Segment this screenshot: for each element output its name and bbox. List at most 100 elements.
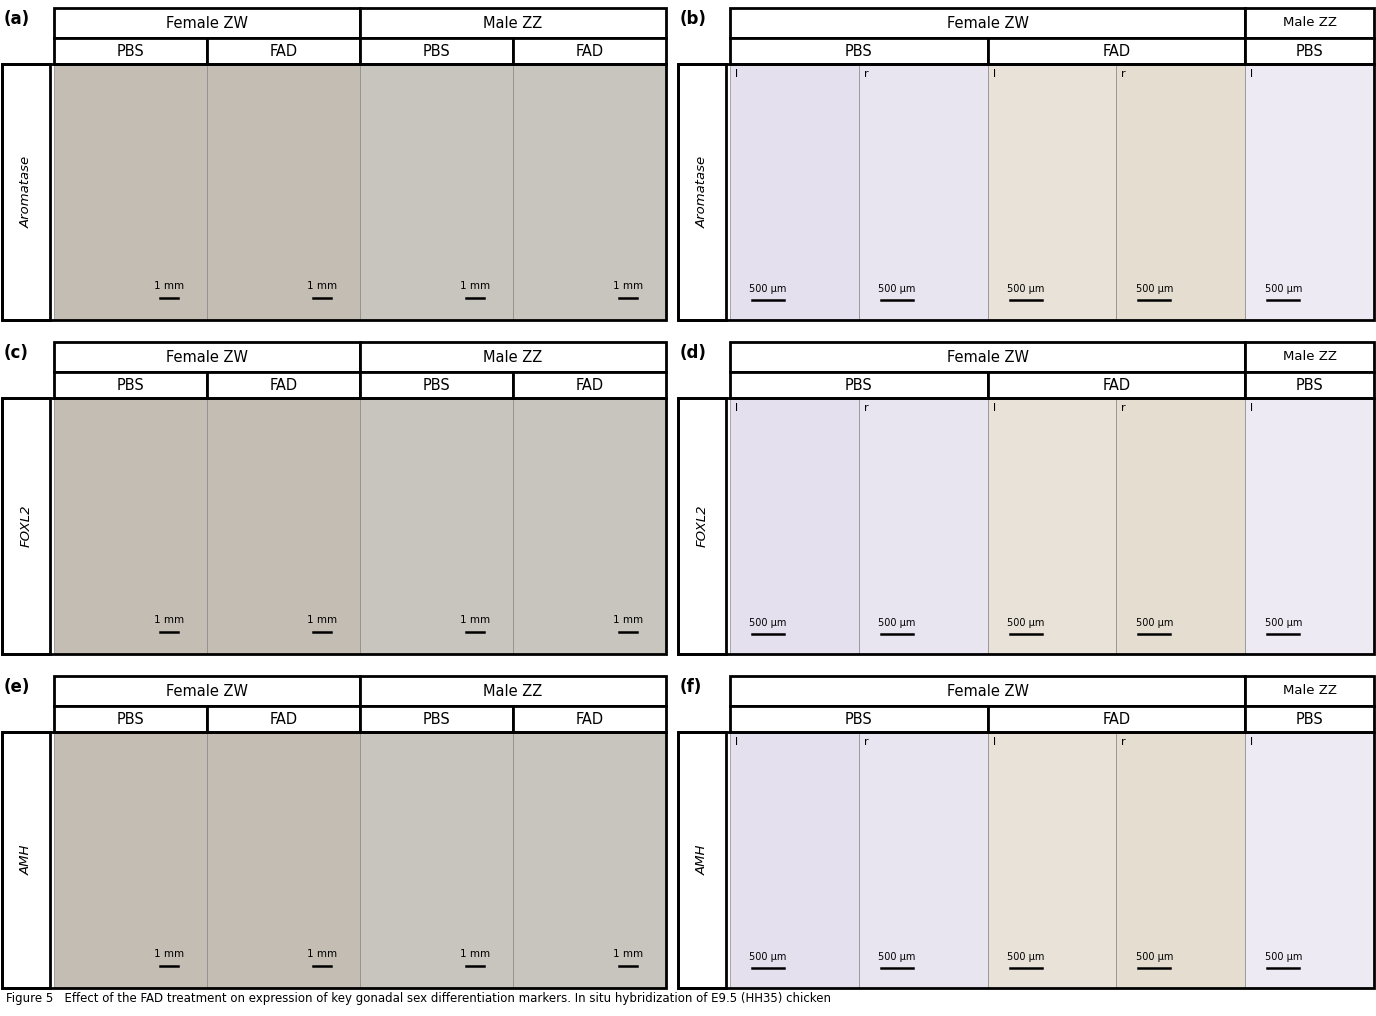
Bar [1,64,50,320]
Text: Male ZZ: Male ZZ [1282,351,1336,364]
Bar [54,64,206,320]
Bar [1245,398,1375,654]
Bar [513,372,666,398]
Bar [859,64,988,320]
Bar [678,64,727,320]
Text: 1 mm: 1 mm [460,281,490,291]
Bar [988,706,1245,732]
Text: AMH: AMH [19,844,33,875]
Text: l: l [992,403,996,412]
Text: 500 μm: 500 μm [1265,952,1302,962]
Text: 500 μm: 500 μm [750,284,787,294]
Text: Female ZW: Female ZW [166,15,248,30]
Bar [513,398,666,654]
Text: FAD: FAD [270,711,297,726]
Text: r: r [1121,403,1126,412]
Bar [54,38,206,64]
Text: (a): (a) [4,10,30,28]
Text: 500 μm: 500 μm [1007,618,1044,628]
Bar [54,732,206,988]
Text: Aromatase: Aromatase [695,155,709,228]
Bar [1,732,666,988]
Text: AMH: AMH [695,844,709,875]
Text: 500 μm: 500 μm [878,618,915,628]
Text: 500 μm: 500 μm [1265,618,1302,628]
Text: PBS: PBS [422,711,450,726]
Bar [1245,732,1375,988]
Bar [1245,38,1375,64]
Text: 500 μm: 500 μm [750,952,787,962]
Bar [731,8,1245,38]
Text: 1 mm: 1 mm [460,615,490,625]
Text: 1 mm: 1 mm [154,281,184,291]
Bar [1245,676,1375,706]
Text: l: l [992,69,996,79]
Text: r: r [864,403,868,412]
Bar [1245,8,1375,38]
Text: r: r [864,737,868,747]
Bar [361,342,666,372]
Text: PBS: PBS [422,378,450,392]
Text: (b): (b) [680,10,707,28]
Text: Aromatase: Aromatase [19,155,33,228]
Bar [206,372,361,398]
Bar [988,732,1116,988]
Bar [988,398,1116,654]
Bar [361,8,666,38]
Text: 1 mm: 1 mm [154,949,184,959]
Bar [1,732,50,988]
Text: (d): (d) [680,344,707,362]
Text: PBS: PBS [117,378,144,392]
Text: 500 μm: 500 μm [750,618,787,628]
Text: PBS: PBS [845,378,872,392]
Bar [731,706,988,732]
Bar [206,732,361,988]
Text: 1 mm: 1 mm [307,949,337,959]
Bar [513,64,666,320]
Text: l: l [1251,737,1254,747]
Bar [1,398,666,654]
Text: 500 μm: 500 μm [878,952,915,962]
Text: 1 mm: 1 mm [612,615,643,625]
Text: PBS: PBS [845,711,872,726]
Text: l: l [1251,403,1254,412]
Text: 500 μm: 500 μm [1135,618,1174,628]
Bar [54,342,361,372]
Text: 500 μm: 500 μm [1135,952,1174,962]
Text: FAD: FAD [1102,378,1131,392]
Bar [1116,398,1245,654]
Text: l: l [735,737,738,747]
Bar [1,398,50,654]
Text: Male ZZ: Male ZZ [1282,685,1336,698]
Text: Male ZZ: Male ZZ [1282,16,1336,29]
Text: Female ZW: Female ZW [947,350,1029,365]
Bar [361,398,513,654]
Text: FAD: FAD [1102,711,1131,726]
Bar [206,64,361,320]
Bar [731,398,859,654]
Text: PBS: PBS [845,44,872,59]
Bar [988,64,1116,320]
Text: Female ZW: Female ZW [947,15,1029,30]
Bar [731,676,1245,706]
Bar [859,732,988,988]
Text: 500 μm: 500 μm [1007,284,1044,294]
Text: PBS: PBS [117,44,144,59]
Bar [731,732,859,988]
Text: l: l [735,403,738,412]
Bar [731,64,859,320]
Text: PBS: PBS [117,711,144,726]
Bar [54,676,361,706]
Text: r: r [864,69,868,79]
Text: Male ZZ: Male ZZ [483,350,542,365]
Bar [513,38,666,64]
Bar [361,706,513,732]
Bar [731,372,988,398]
Text: Male ZZ: Male ZZ [483,684,542,699]
Bar [54,372,206,398]
Bar [988,38,1245,64]
Text: Female ZW: Female ZW [166,684,248,699]
Bar [1245,706,1375,732]
Bar [859,398,988,654]
Text: Male ZZ: Male ZZ [483,15,542,30]
